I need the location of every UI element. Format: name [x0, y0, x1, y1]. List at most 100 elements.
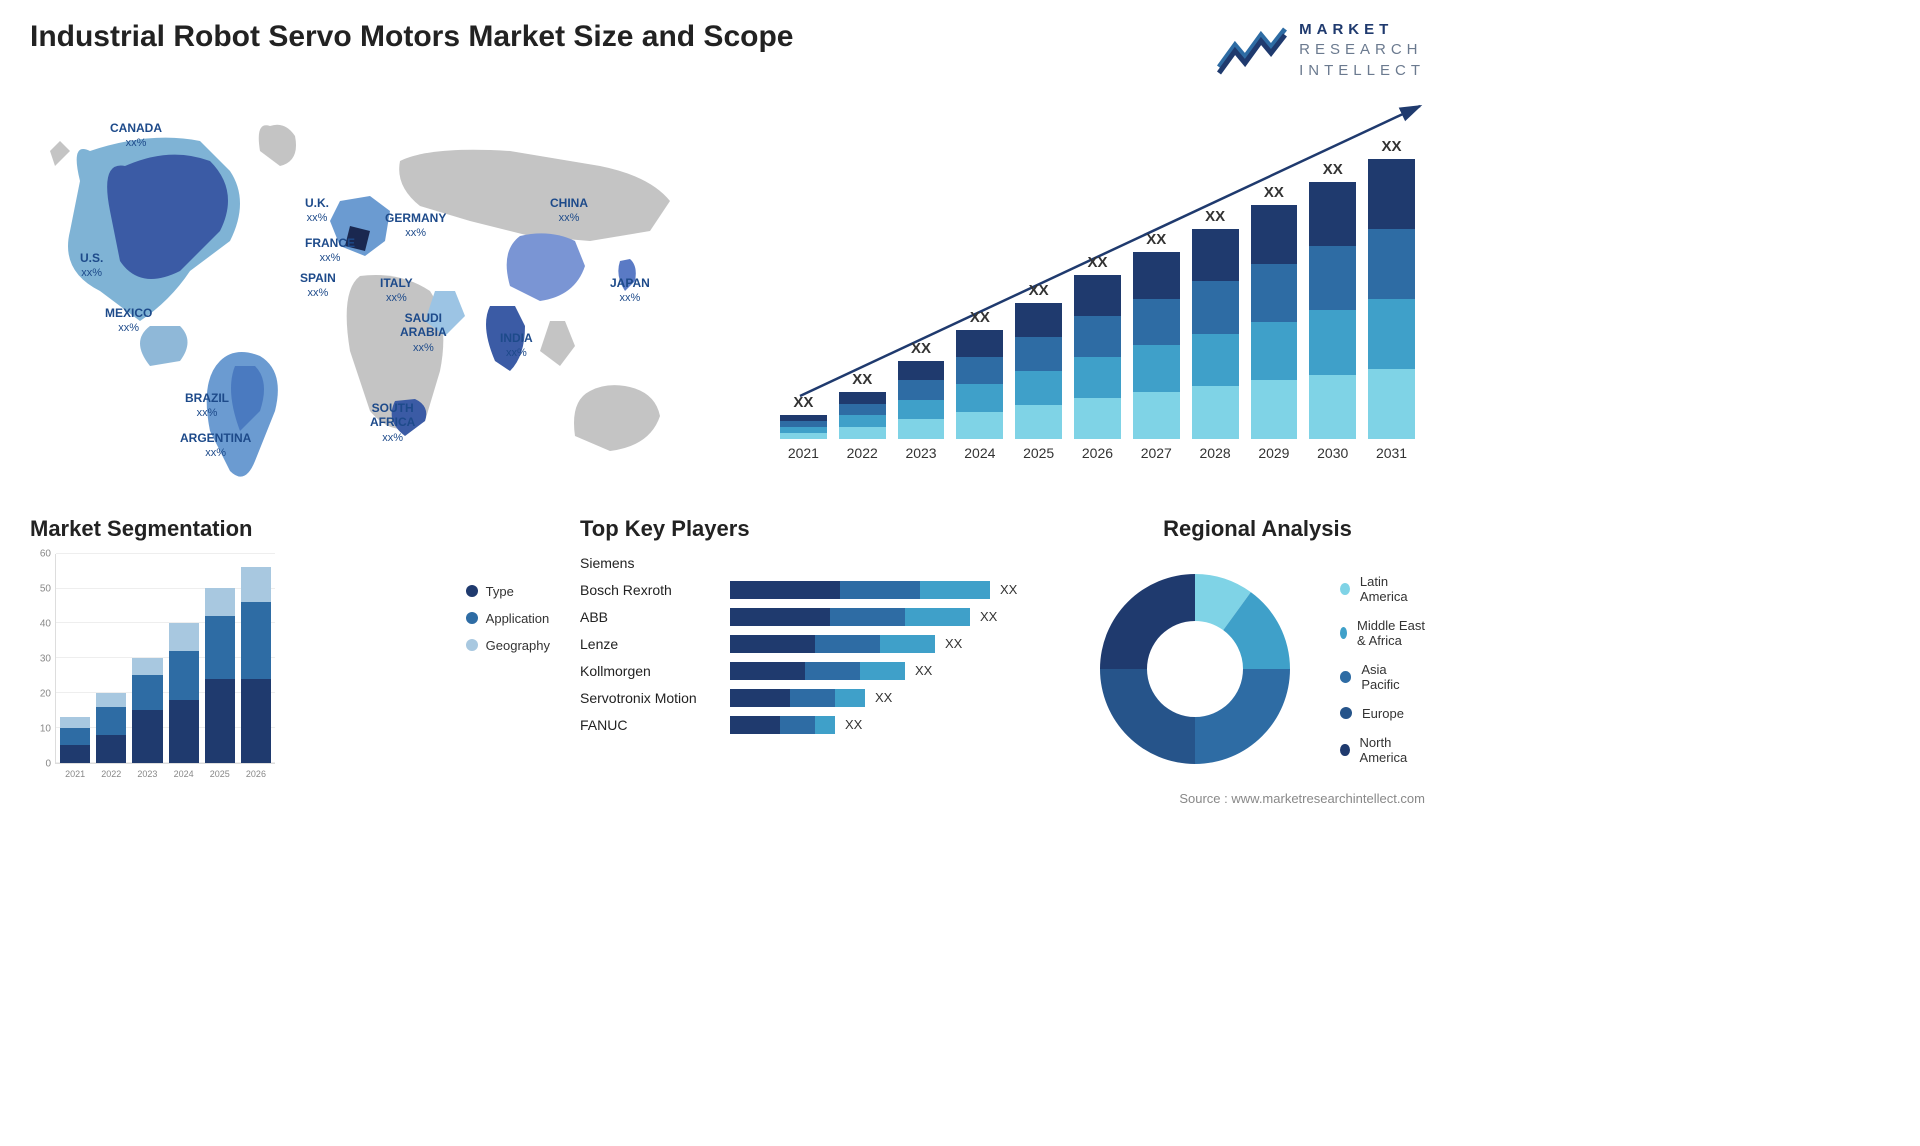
bar-value-label: XX [1087, 254, 1107, 271]
map-label: FRANCExx% [305, 236, 355, 266]
bar-value-label: XX [1205, 208, 1225, 225]
page-title: Industrial Robot Servo Motors Market Siz… [30, 20, 793, 54]
bar-segment [1192, 281, 1239, 334]
donut-slice [1100, 574, 1195, 669]
forecast-bar: XX2030 [1309, 161, 1356, 461]
bar-year-label: 2023 [132, 769, 162, 779]
bar-segment [839, 392, 886, 404]
bar-segment [839, 427, 886, 439]
bar-segment [730, 608, 830, 626]
brand-logo: MARKET RESEARCH INTELLECT [1217, 20, 1425, 81]
bar-segment [730, 689, 790, 707]
bar-segment [132, 675, 162, 710]
player-row: ABBXX [580, 608, 1060, 626]
bar-year-label: 2024 [964, 445, 995, 461]
bar-segment [898, 419, 945, 438]
bar-segment [132, 710, 162, 763]
map-label: U.K.xx% [305, 196, 329, 226]
player-row: LenzeXX [580, 635, 1060, 653]
y-tick: 0 [45, 758, 51, 769]
bar-segment [730, 662, 805, 680]
donut-slice [1100, 669, 1195, 764]
bar-segment [920, 581, 990, 599]
logo-icon [1217, 25, 1287, 75]
bar-segment [830, 608, 905, 626]
player-name: FANUC [580, 717, 730, 733]
bar-segment [169, 651, 199, 700]
bar-segment [96, 693, 126, 707]
map-label: INDIAxx% [500, 331, 533, 361]
bar-segment [169, 623, 199, 651]
bar-segment [898, 400, 945, 419]
bar-value-label: XX [852, 371, 872, 388]
map-label: SAUDIARABIAxx% [400, 311, 447, 355]
segmentation-bar: 2022 [96, 693, 126, 763]
forecast-bar: XX2029 [1251, 184, 1298, 460]
y-tick: 20 [40, 688, 51, 699]
player-value: XX [1000, 582, 1017, 597]
y-tick: 40 [40, 618, 51, 629]
segmentation-bar: 2024 [169, 623, 199, 763]
bar-year-label: 2024 [169, 769, 199, 779]
bar-segment [96, 707, 126, 735]
bar-segment [1309, 182, 1356, 246]
bar-segment [860, 662, 905, 680]
bar-segment [60, 717, 90, 728]
bar-value-label: XX [1029, 282, 1049, 299]
bar-segment [805, 662, 860, 680]
segmentation-title: Market Segmentation [30, 516, 420, 542]
player-name: Servotronix Motion [580, 690, 730, 706]
regional-panel: Regional Analysis Latin AmericaMiddle Ea… [1090, 516, 1425, 779]
bar-year-label: 2025 [205, 769, 235, 779]
bar-segment [205, 616, 235, 679]
bar-segment [1368, 369, 1415, 439]
bar-year-label: 2030 [1317, 445, 1348, 461]
bar-segment [1015, 303, 1062, 337]
forecast-bar: XX2031 [1368, 138, 1415, 461]
segmentation-bar: 2023 [132, 658, 162, 763]
player-row: Bosch Rexroth XX [580, 581, 1060, 599]
map-label: ARGENTINAxx% [180, 431, 251, 461]
player-name: Bosch Rexroth [580, 582, 730, 598]
bar-year-label: 2031 [1376, 445, 1407, 461]
map-label: MEXICOxx% [105, 306, 152, 336]
bar-segment [241, 567, 271, 602]
regional-donut [1090, 564, 1300, 774]
bar-segment [1251, 205, 1298, 263]
players-panel: Top Key Players SiemensBosch RexrothXXAB… [580, 516, 1060, 779]
segmentation-bar: 2026 [241, 567, 271, 763]
bar-year-label: 2026 [241, 769, 271, 779]
bar-segment [1133, 299, 1180, 346]
map-label: GERMANYxx% [385, 211, 446, 241]
bar-segment [1309, 375, 1356, 439]
bar-segment [1133, 345, 1180, 392]
bar-segment [1074, 357, 1121, 398]
segmentation-bar: 2021 [60, 717, 90, 763]
legend-item: Geography [466, 638, 550, 653]
map-label: SOUTHAFRICAxx% [370, 401, 415, 445]
bar-segment [956, 412, 1003, 439]
bar-segment [1133, 392, 1180, 439]
bar-segment [1251, 322, 1298, 380]
bar-segment [1368, 159, 1415, 229]
bar-segment [205, 588, 235, 616]
bar-segment [1192, 229, 1239, 282]
bar-segment [815, 716, 835, 734]
forecast-bar: XX 2028 [1192, 208, 1239, 461]
bar-year-label: 2021 [60, 769, 90, 779]
bar-segment [1309, 310, 1356, 374]
bar-year-label: 2028 [1200, 445, 1231, 461]
y-tick: 60 [40, 548, 51, 559]
segmentation-panel: Market Segmentation 0102030405060 202120… [30, 516, 420, 779]
bar-year-label: 2029 [1258, 445, 1289, 461]
y-tick: 50 [40, 583, 51, 594]
bar-segment [815, 635, 880, 653]
legend-item: Middle East & Africa [1340, 618, 1425, 648]
bar-year-label: 2027 [1141, 445, 1172, 461]
world-map: CANADAxx%U.S.xx%MEXICOxx%BRAZILxx%ARGENT… [30, 91, 740, 491]
legend-item: Asia Pacific [1340, 662, 1425, 692]
bar-year-label: 2026 [1082, 445, 1113, 461]
bar-segment [780, 716, 815, 734]
y-tick: 10 [40, 723, 51, 734]
bar-segment [880, 635, 935, 653]
